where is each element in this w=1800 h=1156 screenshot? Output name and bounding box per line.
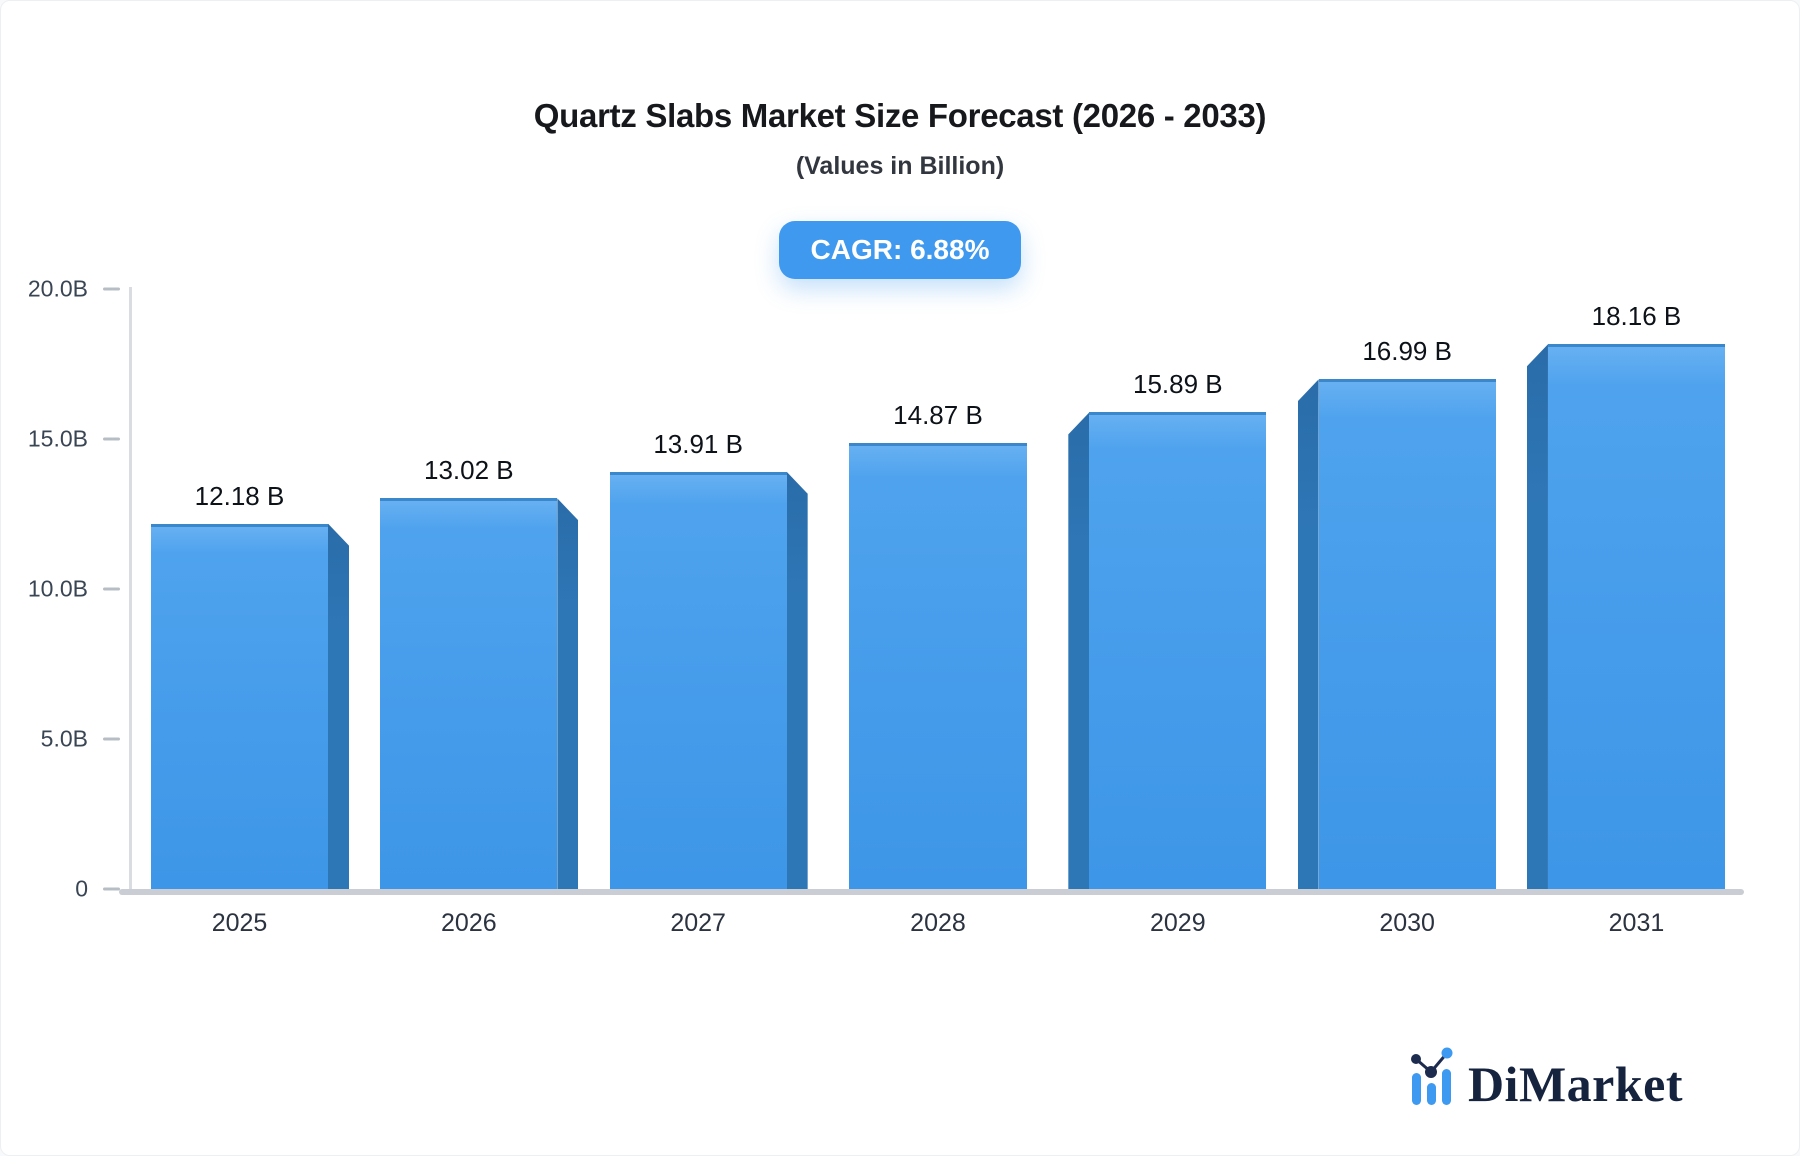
dimarket-logo-icon [1410, 1047, 1453, 1105]
bar-2028[interactable]: 14.87 B [839, 400, 1037, 889]
bar-value-label: 16.99 B [1362, 336, 1452, 367]
y-axis-tick: 20.0B [22, 276, 132, 303]
y-axis-tick-dash [103, 587, 120, 591]
x-axis-label: 2031 [1608, 909, 1665, 937]
bar-group-2031[interactable]: 18.16 B 2031 [1526, 289, 1725, 937]
bar-face [1547, 344, 1725, 889]
bar-2025[interactable]: 12.18 B [151, 481, 349, 889]
y-axis-tick-label: 10.0B [27, 575, 88, 602]
bar-side-panel [1297, 379, 1319, 889]
y-axis-tick-dash [103, 287, 120, 291]
x-axis-label: 2025 [211, 909, 268, 937]
x-axis-label: 2030 [1379, 909, 1435, 937]
y-axis-tick-dash [103, 737, 120, 741]
x-axis-label: 2029 [1150, 909, 1206, 937]
bar-2026[interactable]: 13.02 B [380, 455, 579, 889]
bar-value-label: 14.87 B [893, 399, 983, 430]
bar-2031[interactable]: 18.16 B [1526, 301, 1725, 889]
y-axis-tick: 5.0B [22, 726, 132, 753]
cagr-badge: CAGR: 6.88% [778, 221, 1022, 279]
bar-group-2028[interactable]: 14.87 B 2028 [839, 289, 1037, 937]
y-axis-tick: 10.0B [22, 576, 132, 603]
bar-group-2025[interactable]: 12.18 B 2025 [151, 289, 349, 937]
chart-subtitle: (Values in Billion) [795, 152, 1005, 180]
bars-row: 12.18 B 2025 13.02 B 2026 13.91 B 2027 14.87 B… [132, 289, 1744, 937]
bar-value-label: 18.16 B [1591, 301, 1682, 332]
bar-value-label: 13.02 B [424, 455, 514, 486]
bar-face [848, 442, 1027, 889]
bar-side-panel [328, 523, 349, 889]
bar-face [1318, 379, 1496, 889]
bar-side-panel [786, 471, 808, 889]
x-axis-line [119, 889, 1744, 895]
brand-name: DiMarket [1467, 1056, 1683, 1112]
bar-side-panel [1526, 344, 1548, 889]
bar-2030[interactable]: 16.99 B [1297, 336, 1496, 889]
bar-face [380, 498, 558, 889]
y-axis-tick-label: 0 [75, 875, 88, 902]
bar-face [151, 523, 328, 889]
bar-group-2030[interactable]: 16.99 B 2030 [1297, 289, 1496, 937]
bar-value-label: 15.89 B [1132, 369, 1223, 400]
bar-group-2026[interactable]: 13.02 B 2026 [380, 289, 579, 937]
bar-face [609, 471, 787, 889]
brand-footer[interactable]: DiMarket [1410, 1045, 1683, 1112]
chart-title: Quartz Slabs Market Size Forecast (2026 … [533, 97, 1267, 134]
x-axis-label: 2027 [670, 909, 726, 937]
chart-header: Quartz Slabs Market Size Forecast (2026 … [1, 1, 1799, 279]
plot-area: 12.18 B 2025 13.02 B 2026 13.91 B 2027 14.87 B… [28, 276, 1744, 937]
y-axis-tick-label: 20.0B [27, 275, 88, 302]
bar-2029[interactable]: 15.89 B [1068, 369, 1267, 889]
y-axis-tick-label: 15.0B [27, 425, 88, 452]
x-axis-label: 2026 [441, 909, 497, 937]
bar-group-2029[interactable]: 15.89 B 2029 [1068, 289, 1267, 937]
bar-2027[interactable]: 13.91 B [609, 429, 808, 889]
y-axis-tick: 15.0B [22, 426, 132, 453]
y-axis-line [129, 287, 132, 895]
bar-group-2027[interactable]: 13.91 B 2027 [609, 289, 808, 937]
y-axis-tick-dash [103, 437, 120, 441]
y-axis-tick-dash [103, 887, 120, 891]
bar-value-label: 12.18 B [194, 480, 285, 511]
y-axis-tick: 0 [22, 876, 132, 903]
y-axis-tick-label: 5.0B [40, 725, 88, 752]
bar-value-label: 13.91 B [653, 428, 743, 459]
bar-face [1089, 412, 1267, 889]
bar-side-panel [557, 498, 579, 889]
x-axis-label: 2028 [910, 909, 966, 937]
bar-side-panel [1068, 412, 1090, 889]
